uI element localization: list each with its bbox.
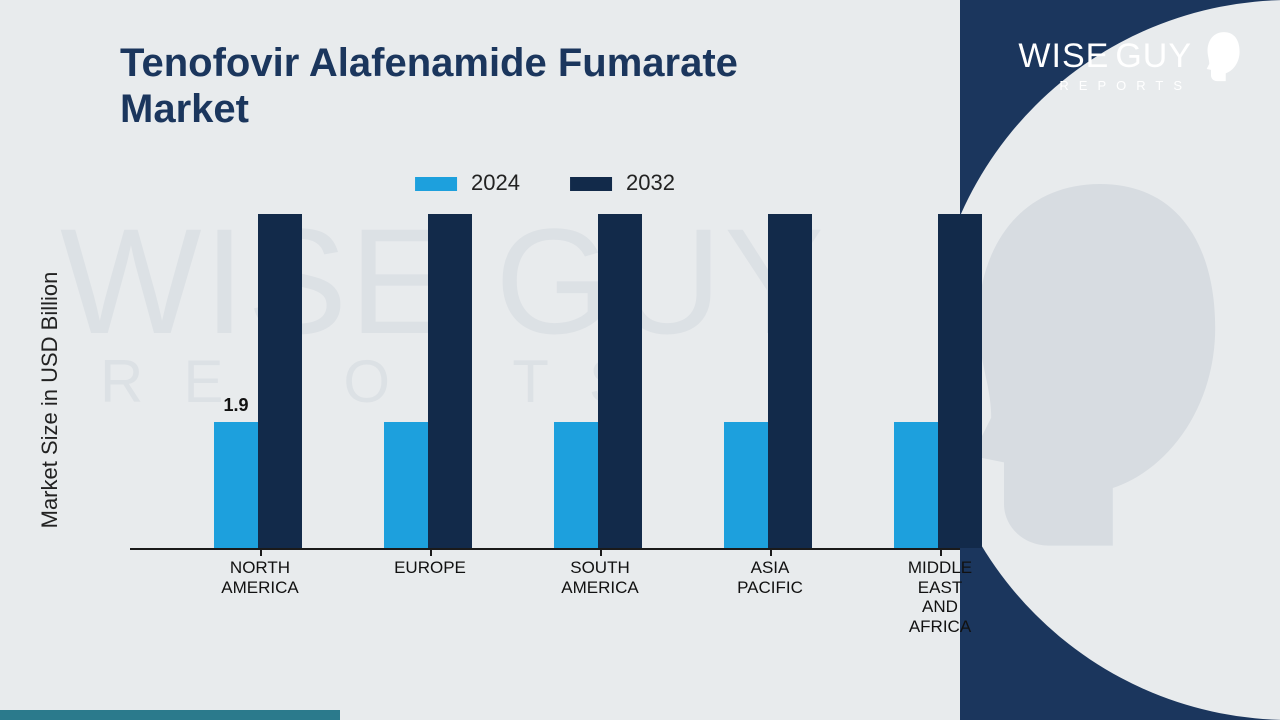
logo-subtext: REPORTS (1018, 78, 1192, 93)
legend-swatch-2024 (415, 177, 457, 191)
legend-item-2032: 2032 (570, 170, 675, 196)
category-label: MIDDLEEASTANDAFRICA (870, 548, 1010, 636)
bar (428, 214, 472, 548)
bottom-accent-strip (0, 710, 340, 720)
plot-area: 2024 2032 1.9NORTHAMERICAEUROPESOUTHAMER… (130, 180, 960, 550)
bar: 1.9 (214, 422, 258, 548)
bar-chart: Market Size in USD Billion 2024 2032 1.9… (60, 170, 960, 630)
bar-value-label: 1.9 (223, 395, 248, 416)
bar (384, 422, 428, 548)
legend-swatch-2032 (570, 177, 612, 191)
bar (554, 422, 598, 548)
category-label: SOUTHAMERICA (530, 548, 670, 597)
bar (258, 214, 302, 548)
y-axis-label: Market Size in USD Billion (37, 272, 63, 529)
chart-title: Tenofovir Alafenamide Fumarate Market (120, 40, 860, 132)
watermark-head-icon (940, 160, 1260, 560)
logo-word-2: GUY (1115, 37, 1192, 76)
brand-logo: WISE GUY REPORTS (1018, 30, 1250, 93)
bar (598, 214, 642, 548)
category-label: EUROPE (360, 548, 500, 578)
chart-legend: 2024 2032 (415, 170, 675, 196)
bar (724, 422, 768, 548)
bar (938, 214, 982, 548)
category-label: ASIAPACIFIC (700, 548, 840, 597)
bar (768, 214, 812, 548)
logo-word-1: WISE (1018, 37, 1109, 76)
bar (894, 422, 938, 548)
category-label: NORTHAMERICA (190, 548, 330, 597)
logo-head-icon (1198, 30, 1250, 82)
legend-item-2024: 2024 (415, 170, 520, 196)
